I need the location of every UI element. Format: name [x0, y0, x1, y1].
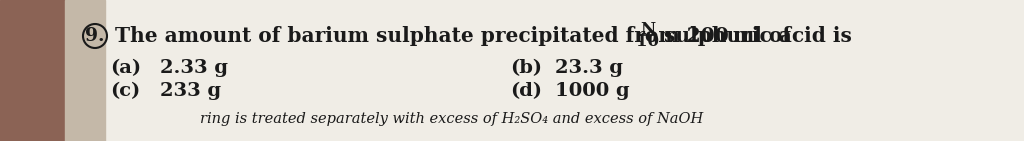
Text: The amount of barium sulphate precipitated from 200 ml of: The amount of barium sulphate precipitat… — [115, 26, 791, 46]
Text: ring is treated separately with excess of H₂SO₄ and excess of NaOH: ring is treated separately with excess o… — [200, 112, 703, 126]
Text: 2.33 g: 2.33 g — [160, 59, 228, 77]
Text: 233 g: 233 g — [160, 82, 221, 100]
Text: 1000 g: 1000 g — [555, 82, 630, 100]
Text: (b): (b) — [510, 59, 542, 77]
Text: (a): (a) — [110, 59, 141, 77]
Text: sulphuric acid is: sulphuric acid is — [664, 26, 852, 46]
Text: (d): (d) — [510, 82, 542, 100]
Text: (c): (c) — [110, 82, 140, 100]
Text: N: N — [640, 20, 655, 38]
Text: 9.: 9. — [85, 27, 104, 45]
Text: 23.3 g: 23.3 g — [555, 59, 623, 77]
Text: 10: 10 — [637, 34, 659, 50]
Bar — [65, 0, 105, 141]
Bar — [0, 0, 65, 141]
